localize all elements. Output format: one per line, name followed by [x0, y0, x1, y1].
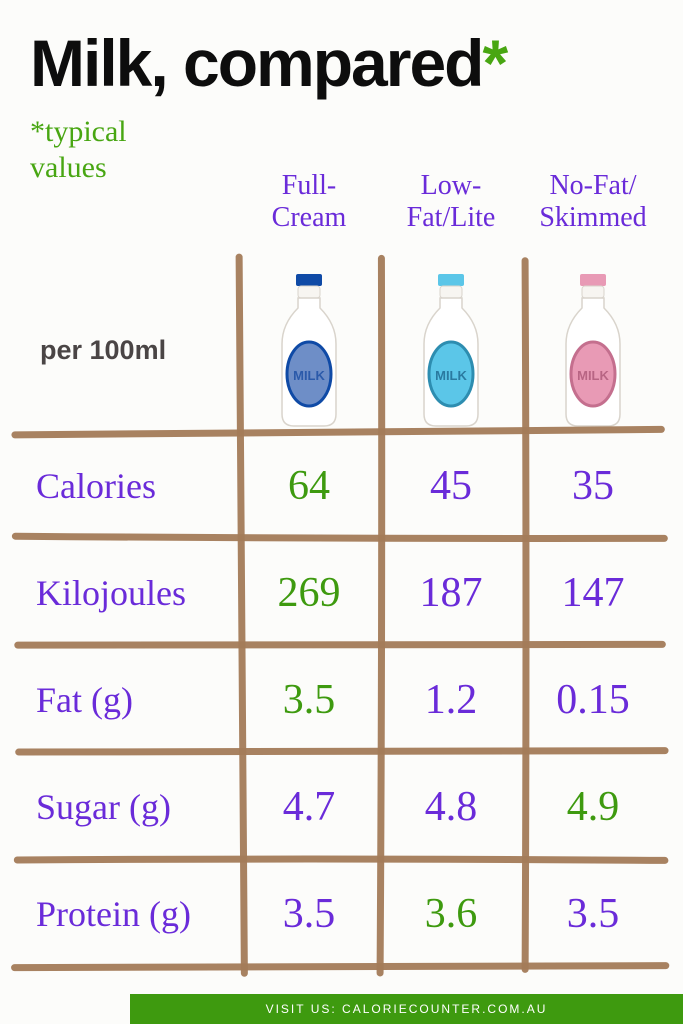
table-cell: 187	[380, 569, 522, 617]
bottle-low-fat: MILK	[380, 260, 522, 430]
table-cell: 45	[380, 462, 522, 510]
table-cell: 1.2	[380, 676, 522, 724]
col-header-full-cream: Full- Cream	[238, 170, 380, 234]
row-label: Calories	[16, 465, 238, 507]
row-label: Protein (g)	[16, 893, 238, 935]
title-asterisk: *	[482, 26, 506, 100]
table-cell: 147	[522, 569, 664, 617]
col-header-no-fat: No-Fat/ Skimmed	[522, 170, 664, 234]
bottles-row: MILK MILK MILK	[0, 260, 683, 430]
table-cell: 0.15	[522, 676, 664, 724]
table-row: Calories644535	[16, 432, 664, 539]
table-row: Fat (g)3.51.20.15	[16, 646, 664, 753]
bottle-full-cream: MILK	[238, 260, 380, 430]
svg-text:MILK: MILK	[293, 368, 325, 383]
subtitle-line1: *typical	[30, 115, 127, 148]
bottle-no-fat: MILK	[522, 260, 664, 430]
footer-banner: VISIT US: CALORIECOUNTER.COM.AU	[130, 994, 683, 1024]
table-cell: 3.5	[238, 676, 380, 724]
title-main: Milk, compared	[30, 26, 482, 100]
footer-text: VISIT US: CALORIECOUNTER.COM.AU	[266, 1002, 548, 1016]
table-row: Sugar (g)4.74.84.9	[16, 753, 664, 860]
table-cell: 269	[238, 569, 380, 617]
page-title: Milk, compared*	[30, 30, 653, 96]
table-row: Protein (g)3.53.63.5	[16, 860, 664, 967]
table-cell: 4.9	[522, 783, 664, 831]
table-cell: 3.5	[238, 890, 380, 938]
row-label: Kilojoules	[16, 572, 238, 614]
table-cell: 4.7	[238, 783, 380, 831]
column-headers: Full- Cream Low- Fat/Lite No-Fat/ Skimme…	[0, 170, 683, 234]
table-cell: 4.8	[380, 783, 522, 831]
table-cell: 3.6	[380, 890, 522, 938]
row-label: Sugar (g)	[16, 786, 238, 828]
svg-text:MILK: MILK	[577, 368, 609, 383]
comparison-table: Calories644535Kilojoules269187147Fat (g)…	[16, 432, 664, 967]
row-label: Fat (g)	[16, 679, 238, 721]
table-cell: 64	[238, 462, 380, 510]
col-header-low-fat: Low- Fat/Lite	[380, 170, 522, 234]
svg-text:MILK: MILK	[435, 368, 467, 383]
table-cell: 3.5	[522, 890, 664, 938]
table-row: Kilojoules269187147	[16, 539, 664, 646]
table-cell: 35	[522, 462, 664, 510]
